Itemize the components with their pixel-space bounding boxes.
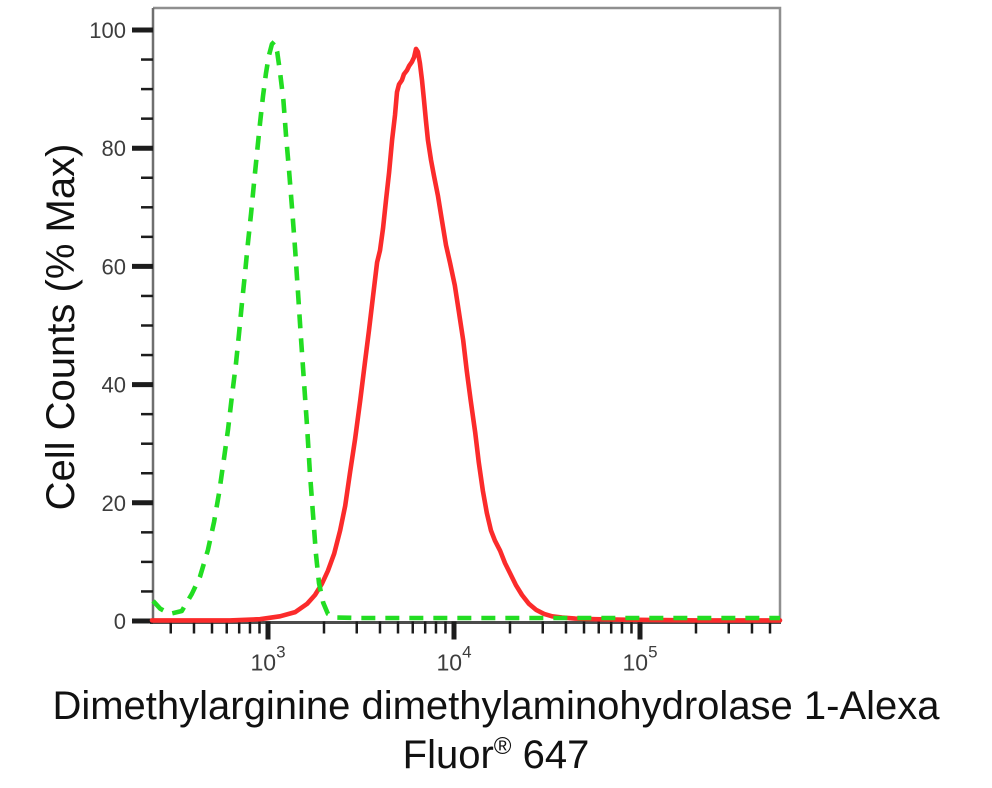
x-tick-base: 10 <box>622 650 648 676</box>
x-tick-exponent: 3 <box>276 643 285 662</box>
x-tick-label: 103 <box>250 643 285 676</box>
x-tick-label: 104 <box>436 643 471 676</box>
x-tick-label: 105 <box>622 643 657 676</box>
x-tick-exponent: 4 <box>462 643 471 662</box>
x-tick-base: 10 <box>250 650 276 676</box>
plot-frame <box>153 6 782 623</box>
y-tick-label: 80 <box>102 136 126 161</box>
x-axis-title-line1: Dimethylarginine dimethylaminohydrolase … <box>52 684 940 728</box>
y-tick-label: 60 <box>102 254 126 279</box>
registered-trademark-symbol: ® <box>494 733 512 760</box>
green-dashed-curve <box>151 39 780 621</box>
red-solid-curve <box>149 46 783 623</box>
x-axis-title-line2-pre: Fluor <box>403 733 494 777</box>
x-tick-exponent: 5 <box>648 643 657 662</box>
y-axis-title: Cell Counts (% Max) <box>39 144 83 511</box>
y-tick-label: 0 <box>114 609 126 634</box>
x-axis-title-line2-post: 647 <box>511 733 589 777</box>
y-tick-label: 40 <box>102 373 126 398</box>
y-tick-label: 20 <box>102 491 126 516</box>
x-tick-base: 10 <box>436 650 462 676</box>
x-axis-title-line2: Fluor® 647 <box>403 733 590 777</box>
y-tick-label: 100 <box>89 18 126 43</box>
